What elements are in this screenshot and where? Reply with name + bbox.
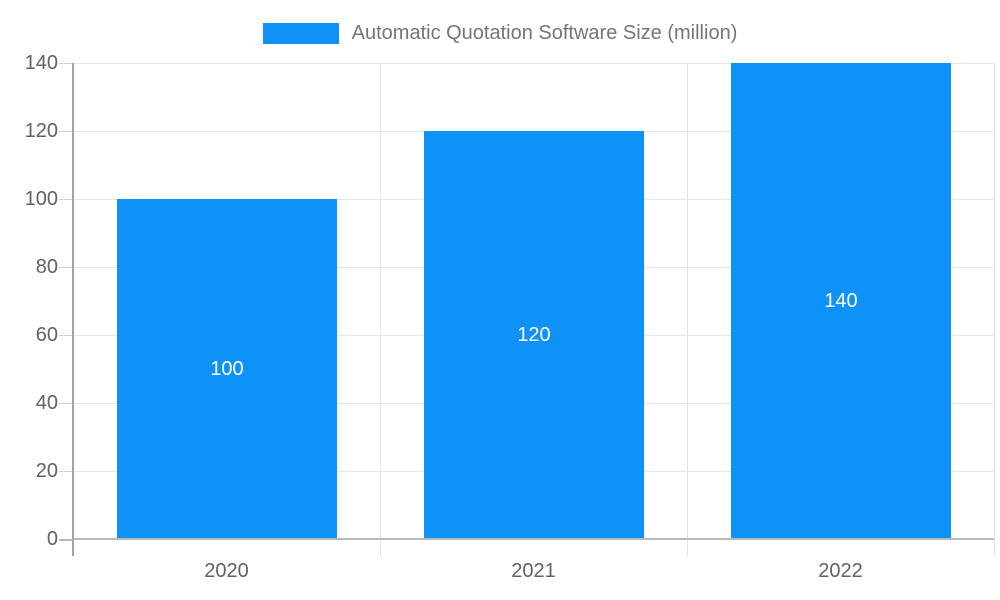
- y-tick-mark: [59, 63, 73, 64]
- bar-value-label: 100: [210, 358, 244, 380]
- y-tick-mark: [59, 539, 73, 541]
- legend-label: Automatic Quotation Software Size (milli…: [351, 22, 738, 44]
- legend-swatch-icon: [262, 22, 339, 44]
- y-tick-label: 0: [46, 528, 58, 550]
- y-tick-mark: [59, 471, 73, 472]
- y-tick-label: 60: [35, 324, 58, 346]
- bar-value-label: 120: [517, 324, 551, 346]
- y-tick-mark: [59, 403, 73, 404]
- y-tick-mark: [59, 267, 73, 268]
- legend-item[interactable]: Automatic Quotation Software Size (milli…: [0, 21, 1000, 45]
- y-tick-mark: [59, 131, 73, 132]
- x-axis-baseline: [73, 538, 994, 540]
- y-tick-mark: [59, 199, 73, 200]
- y-axis-line: [72, 63, 74, 556]
- bar[interactable]: [731, 63, 951, 539]
- y-tick-label: 40: [35, 392, 58, 414]
- bar-value-label: 140: [824, 290, 858, 312]
- y-tick-label: 120: [24, 120, 58, 142]
- y-tick-label: 100: [24, 188, 58, 210]
- bar[interactable]: [117, 199, 337, 539]
- x-tick-label: 2020: [204, 560, 249, 582]
- y-tick-label: 20: [35, 460, 58, 482]
- bar[interactable]: [424, 131, 644, 539]
- x-tick-label: 2022: [818, 560, 863, 582]
- x-tick-label: 2021: [511, 560, 556, 582]
- y-tick-mark: [59, 335, 73, 336]
- category-separator: [994, 63, 995, 556]
- category-separator: [687, 63, 688, 556]
- gridline: [73, 63, 994, 64]
- y-tick-label: 80: [35, 256, 58, 278]
- category-separator: [380, 63, 381, 556]
- y-tick-label: 140: [24, 52, 58, 74]
